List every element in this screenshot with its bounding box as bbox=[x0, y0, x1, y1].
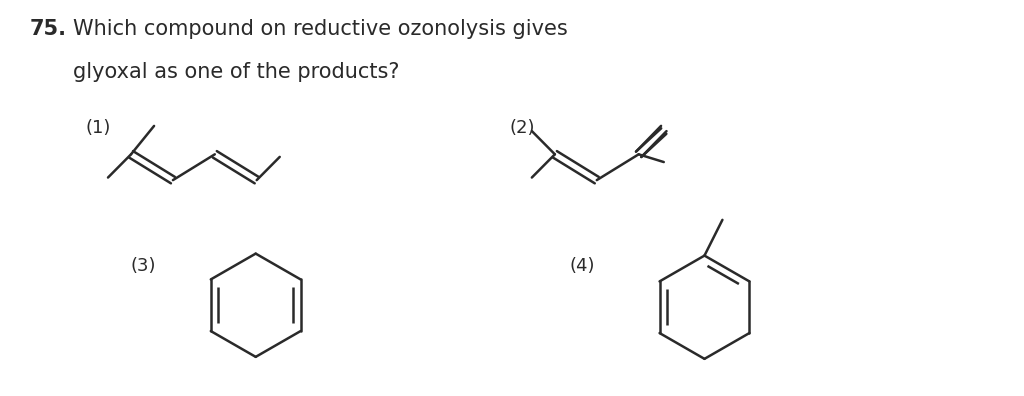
Text: (3): (3) bbox=[130, 257, 156, 274]
Text: (1): (1) bbox=[86, 120, 111, 137]
Text: 75.: 75. bbox=[30, 19, 67, 39]
Text: (4): (4) bbox=[569, 257, 595, 274]
Text: (2): (2) bbox=[509, 120, 535, 137]
Text: glyoxal as one of the products?: glyoxal as one of the products? bbox=[73, 62, 399, 82]
Text: Which compound on reductive ozonolysis gives: Which compound on reductive ozonolysis g… bbox=[73, 19, 568, 39]
